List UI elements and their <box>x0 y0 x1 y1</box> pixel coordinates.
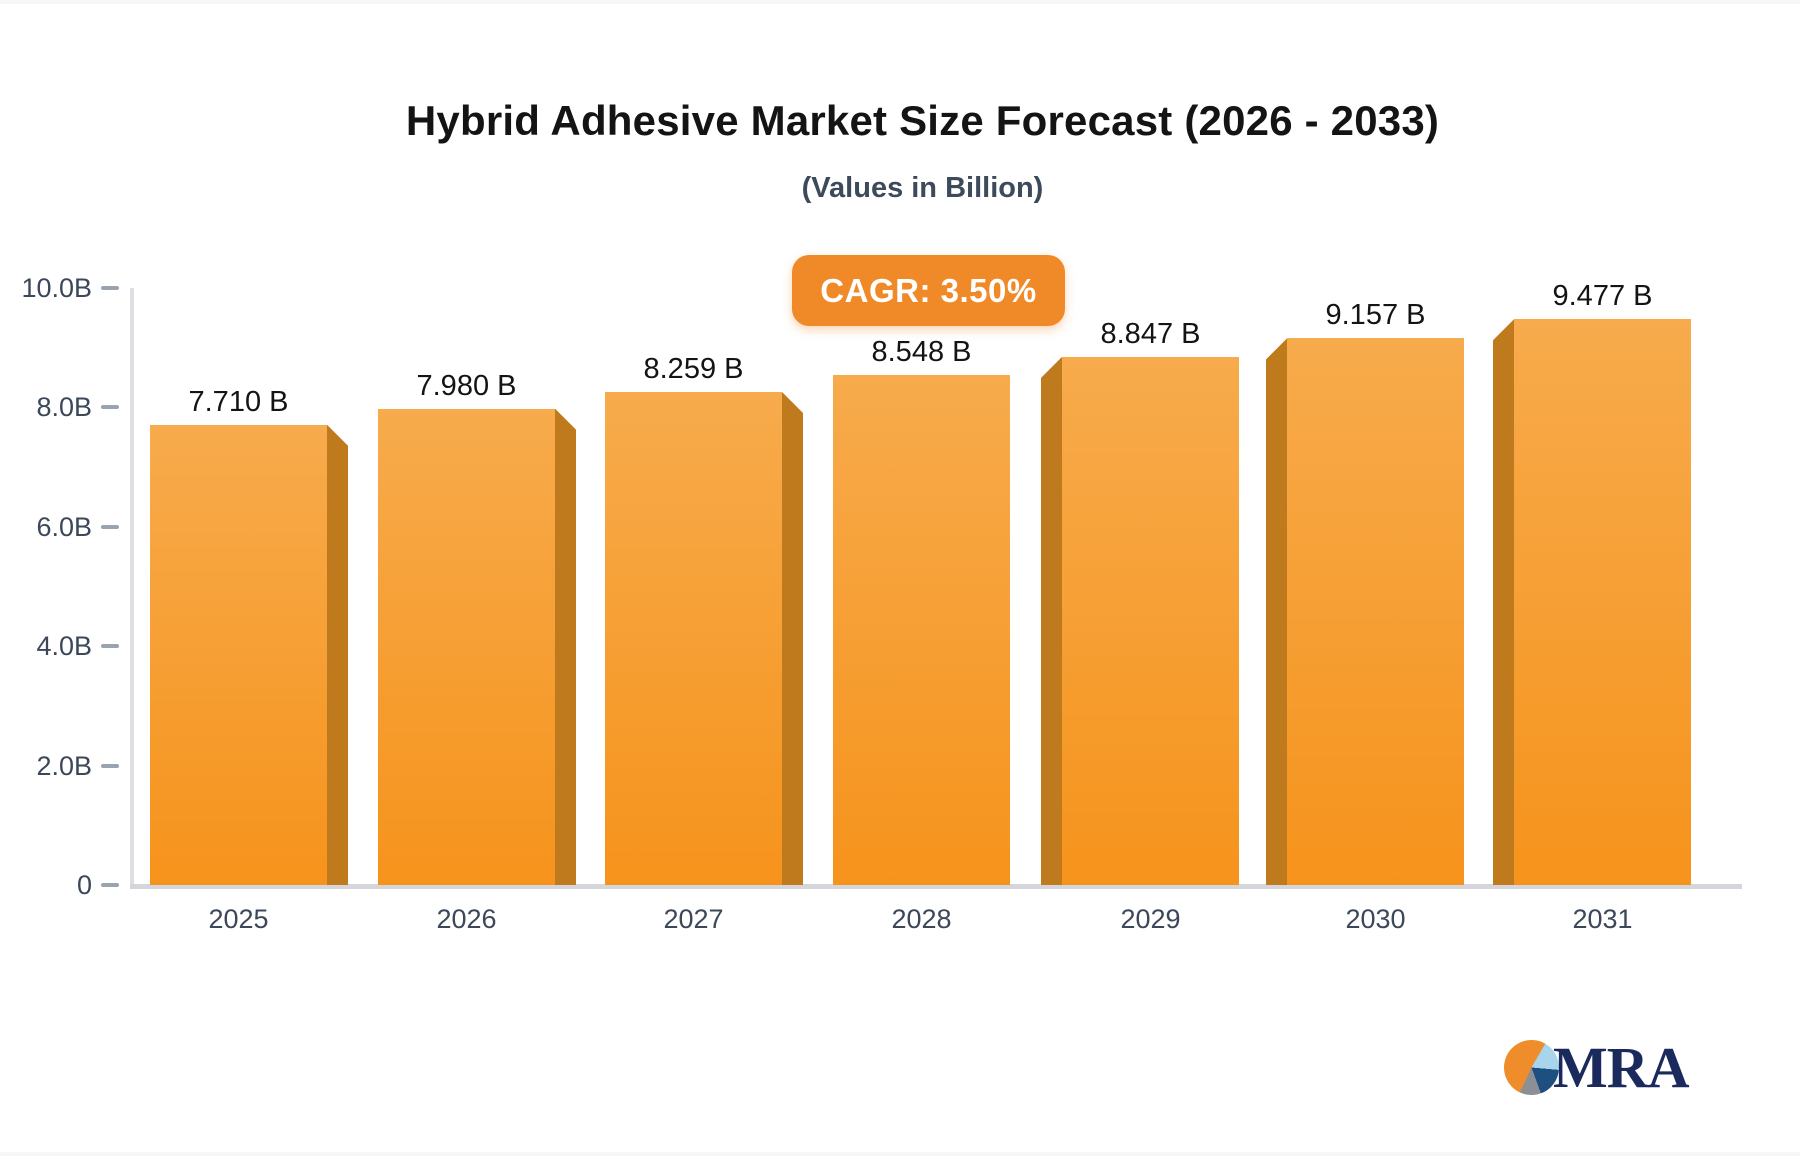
bar-side-shadow-2027 <box>782 391 803 885</box>
y-tick-mark <box>101 524 119 529</box>
bar-2029 <box>1062 356 1239 885</box>
chart-title: Hybrid Adhesive Market Size Forecast (20… <box>405 97 1440 144</box>
bar-2025 <box>150 424 327 885</box>
chart-subtitle: (Values in Billion) <box>801 172 1044 204</box>
top-strip <box>0 0 1800 4</box>
x-axis-label-2025: 2025 <box>208 904 269 934</box>
x-axis-label-2026: 2026 <box>436 904 497 934</box>
y-tick-mark <box>101 405 119 410</box>
bar-2031 <box>1514 319 1691 885</box>
cagr-badge: CAGR: 3.50% <box>792 255 1065 326</box>
brand-logo: MRA <box>1504 1035 1690 1100</box>
y-tick-mark <box>101 763 119 768</box>
bar-2027 <box>605 391 782 885</box>
pie-chart-logo-icon <box>1504 1040 1559 1095</box>
bar-value-label-2030: 9.157 B <box>1325 299 1426 332</box>
y-tick-label-10.0B: 10.0B <box>21 273 92 303</box>
bar-side-shadow-2025 <box>327 424 348 885</box>
bar-value-label-2026: 7.980 B <box>416 369 517 402</box>
x-axis-label-2031: 2031 <box>1572 904 1633 934</box>
bar-value-label-2031: 9.477 B <box>1552 280 1653 313</box>
bar-value-label-2028: 8.548 B <box>871 335 972 368</box>
bar-2028 <box>833 374 1010 885</box>
y-tick-label-0: 0 <box>76 870 92 900</box>
x-axis-label-2030: 2030 <box>1345 904 1406 934</box>
bar-side-shadow-2029 <box>1041 356 1062 885</box>
y-tick-mark <box>101 286 119 290</box>
y-axis-line <box>130 288 134 889</box>
bar-2026 <box>378 408 555 885</box>
bar-value-label-2025: 7.710 B <box>188 385 289 418</box>
x-axis-line <box>130 884 1742 889</box>
y-tick-label-4.0B: 4.0B <box>36 631 92 662</box>
x-axis-label-2029: 2029 <box>1120 904 1181 934</box>
bar-2030 <box>1287 338 1464 885</box>
bar-value-label-2027: 8.259 B <box>643 352 744 385</box>
y-tick-mark <box>101 644 119 649</box>
brand-logo-text: MRA <box>1553 1035 1690 1100</box>
y-tick-mark <box>101 883 119 887</box>
y-tick-label-6.0B: 6.0B <box>36 511 92 542</box>
x-axis-label-2027: 2027 <box>663 904 724 934</box>
bar-side-shadow-2026 <box>555 408 576 885</box>
cagr-badge-label: CAGR: 3.50% <box>820 271 1037 309</box>
bar-value-label-2029: 8.847 B <box>1100 317 1201 350</box>
y-tick-label-2.0B: 2.0B <box>36 750 92 781</box>
x-axis-label-2028: 2028 <box>891 904 952 934</box>
bottom-strip <box>0 1152 1800 1156</box>
y-tick-label-8.0B: 8.0B <box>36 392 92 423</box>
bar-side-shadow-2030 <box>1266 338 1287 885</box>
bar-side-shadow-2031 <box>1493 319 1514 885</box>
